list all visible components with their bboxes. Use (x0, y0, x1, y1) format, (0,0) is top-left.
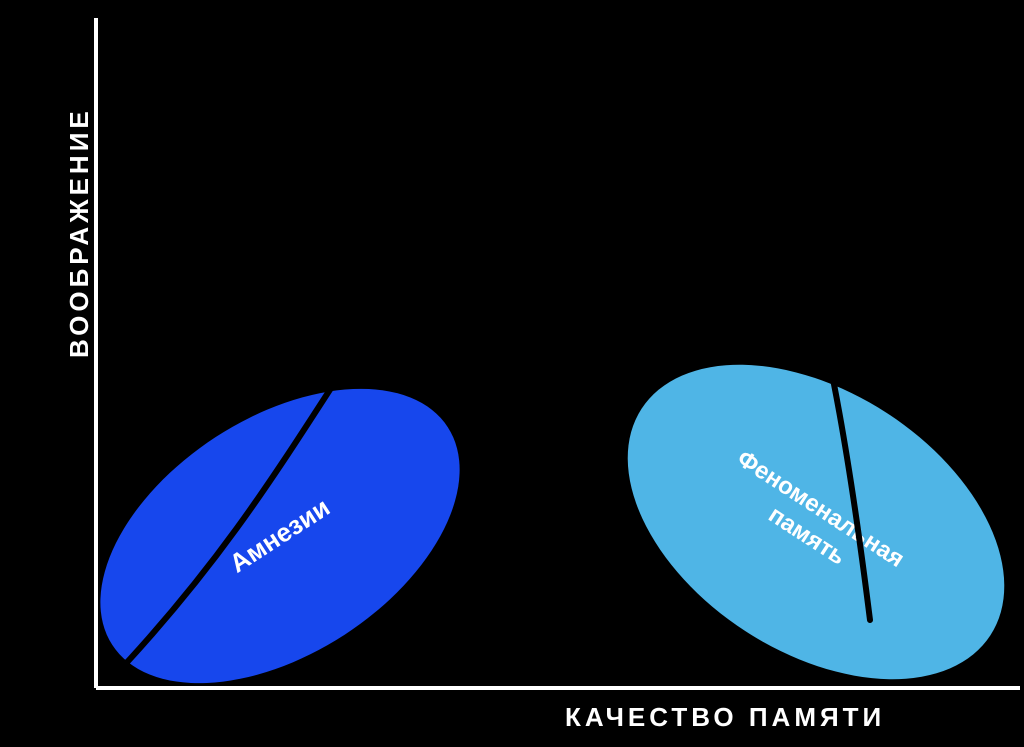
diagram-container: Амнезии Феноменальная память (0, 0, 1024, 747)
chart-svg: Амнезии Феноменальная память (0, 0, 1024, 747)
x-axis-label: КАЧЕСТВО ПАМЯТИ (565, 702, 885, 733)
y-axis-label: ВООБРАЖЕНИЕ (64, 107, 95, 358)
